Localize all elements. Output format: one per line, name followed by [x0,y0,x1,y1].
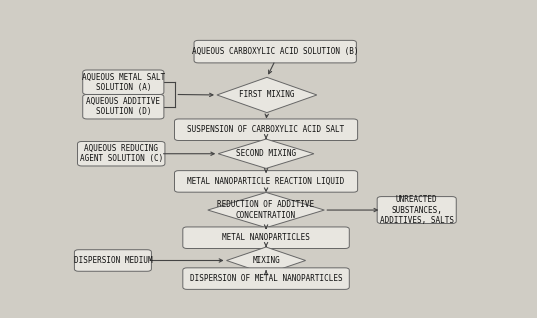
FancyBboxPatch shape [377,197,456,224]
Text: REDUCTION OF ADDITIVE
CONCENTRATION: REDUCTION OF ADDITIVE CONCENTRATION [217,200,315,220]
Polygon shape [208,192,324,228]
Polygon shape [218,139,314,169]
FancyBboxPatch shape [83,94,164,119]
FancyBboxPatch shape [183,227,349,248]
Text: DISPERSION OF METAL NANOPARTICLES: DISPERSION OF METAL NANOPARTICLES [190,274,343,283]
Text: SECOND MIXING: SECOND MIXING [236,149,296,158]
FancyBboxPatch shape [83,70,164,94]
FancyBboxPatch shape [194,40,357,63]
Text: AQUEOUS ADDITIVE
SOLUTION (D): AQUEOUS ADDITIVE SOLUTION (D) [86,97,161,116]
Text: FIRST MIXING: FIRST MIXING [239,90,295,100]
FancyBboxPatch shape [175,119,358,141]
Text: SUSPENSION OF CARBOXYLIC ACID SALT: SUSPENSION OF CARBOXYLIC ACID SALT [187,125,345,134]
FancyBboxPatch shape [77,142,165,166]
FancyBboxPatch shape [183,268,349,289]
Text: METAL NANOPARTICLE REACTION LIQUID: METAL NANOPARTICLE REACTION LIQUID [187,177,345,186]
FancyBboxPatch shape [175,171,358,192]
Text: UNREACTED
SUBSTANCES,
ADDITIVES, SALTS: UNREACTED SUBSTANCES, ADDITIVES, SALTS [380,195,454,225]
Text: AQUEOUS CARBOXYLIC ACID SOLUTION (B): AQUEOUS CARBOXYLIC ACID SOLUTION (B) [192,47,359,56]
Text: AQUEOUS METAL SALT
SOLUTION (A): AQUEOUS METAL SALT SOLUTION (A) [82,73,165,92]
FancyBboxPatch shape [75,250,151,271]
Text: METAL NANOPARTICLES: METAL NANOPARTICLES [222,233,310,242]
Polygon shape [227,247,306,274]
Text: MIXING: MIXING [252,256,280,265]
Text: DISPERSION MEDIUM: DISPERSION MEDIUM [74,256,152,265]
Polygon shape [217,77,317,113]
Text: AQUEOUS REDUCING
AGENT SOLUTION (C): AQUEOUS REDUCING AGENT SOLUTION (C) [79,144,163,163]
